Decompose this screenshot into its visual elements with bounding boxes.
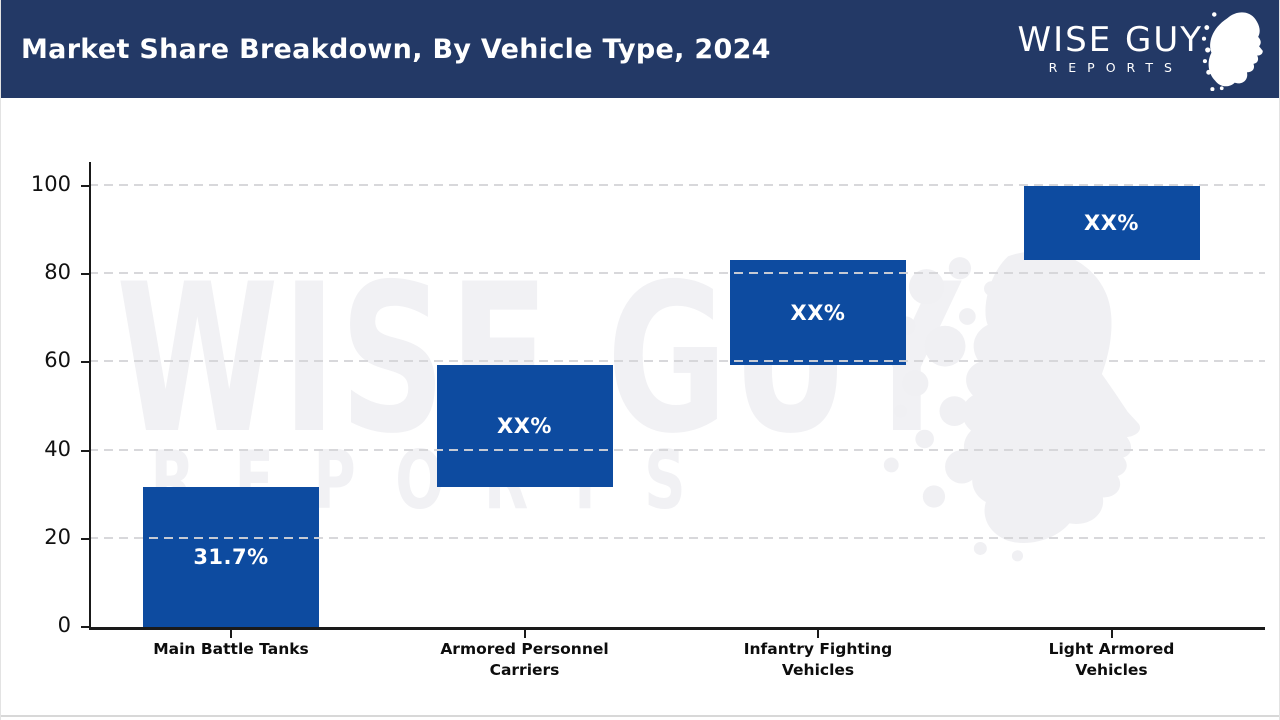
y-axis-tick — [81, 449, 89, 452]
x-category-label: Infantry Fighting Vehicles — [743, 640, 893, 679]
bar-value-label: XX% — [1084, 211, 1139, 236]
gridline — [89, 536, 1265, 539]
gridline — [89, 448, 1265, 451]
bar-value-label: 31.7% — [193, 545, 269, 570]
y-tick-label: 0 — [57, 613, 71, 637]
dotted-head-profile-icon — [1201, 12, 1263, 91]
bar-value-label: XX% — [497, 414, 552, 439]
x-axis-tick — [817, 630, 819, 638]
y-axis-tick — [81, 361, 89, 364]
y-tick-label: 20 — [44, 524, 71, 549]
watermark-head-profile-icon — [883, 251, 1141, 562]
logo-wordmark: WISE GUY — [1017, 20, 1203, 61]
chart-title: Market Share Breakdown, By Vehicle Type,… — [21, 33, 771, 65]
y-tick-label: 80 — [44, 260, 71, 285]
y-axis-tick — [81, 185, 89, 187]
gridline — [89, 184, 1265, 186]
bar-segment: XX% — [730, 260, 906, 366]
y-axis-line — [89, 162, 91, 630]
x-axis-tick — [1110, 630, 1113, 638]
header-bar: Market Share Breakdown, By Vehicle Type,… — [1, 0, 1279, 98]
y-tick-label: 60 — [44, 348, 71, 373]
bar-segment: 31.7% — [143, 487, 319, 627]
x-category-label: Armored Personnel Carriers — [440, 640, 609, 679]
x-axis-tick — [230, 630, 232, 638]
x-category-label: Light Armored Vehicles — [1048, 640, 1175, 679]
gridline — [89, 360, 1265, 363]
logo-subtext: REPORTS — [1048, 59, 1183, 75]
y-axis-tick — [81, 626, 89, 628]
y-axis-tick — [81, 537, 89, 540]
bar-segment: XX% — [436, 365, 613, 488]
bottom-border-line — [1, 715, 1279, 717]
gridline — [89, 272, 1265, 275]
logo-text: WISE GUY REPORTS — [1017, 20, 1203, 75]
x-axis-line — [89, 627, 1265, 630]
x-category-label: Main Battle Tanks — [153, 640, 309, 658]
x-axis-tick — [523, 630, 526, 638]
bar-value-label: XX% — [790, 300, 846, 325]
bar-segment: XX% — [1023, 186, 1200, 261]
y-tick-label: 100 — [30, 172, 71, 196]
wise-guy-reports-logo: WISE GUY REPORTS — [1017, 7, 1265, 91]
y-axis-tick — [81, 273, 89, 276]
y-tick-label: 40 — [44, 436, 71, 461]
